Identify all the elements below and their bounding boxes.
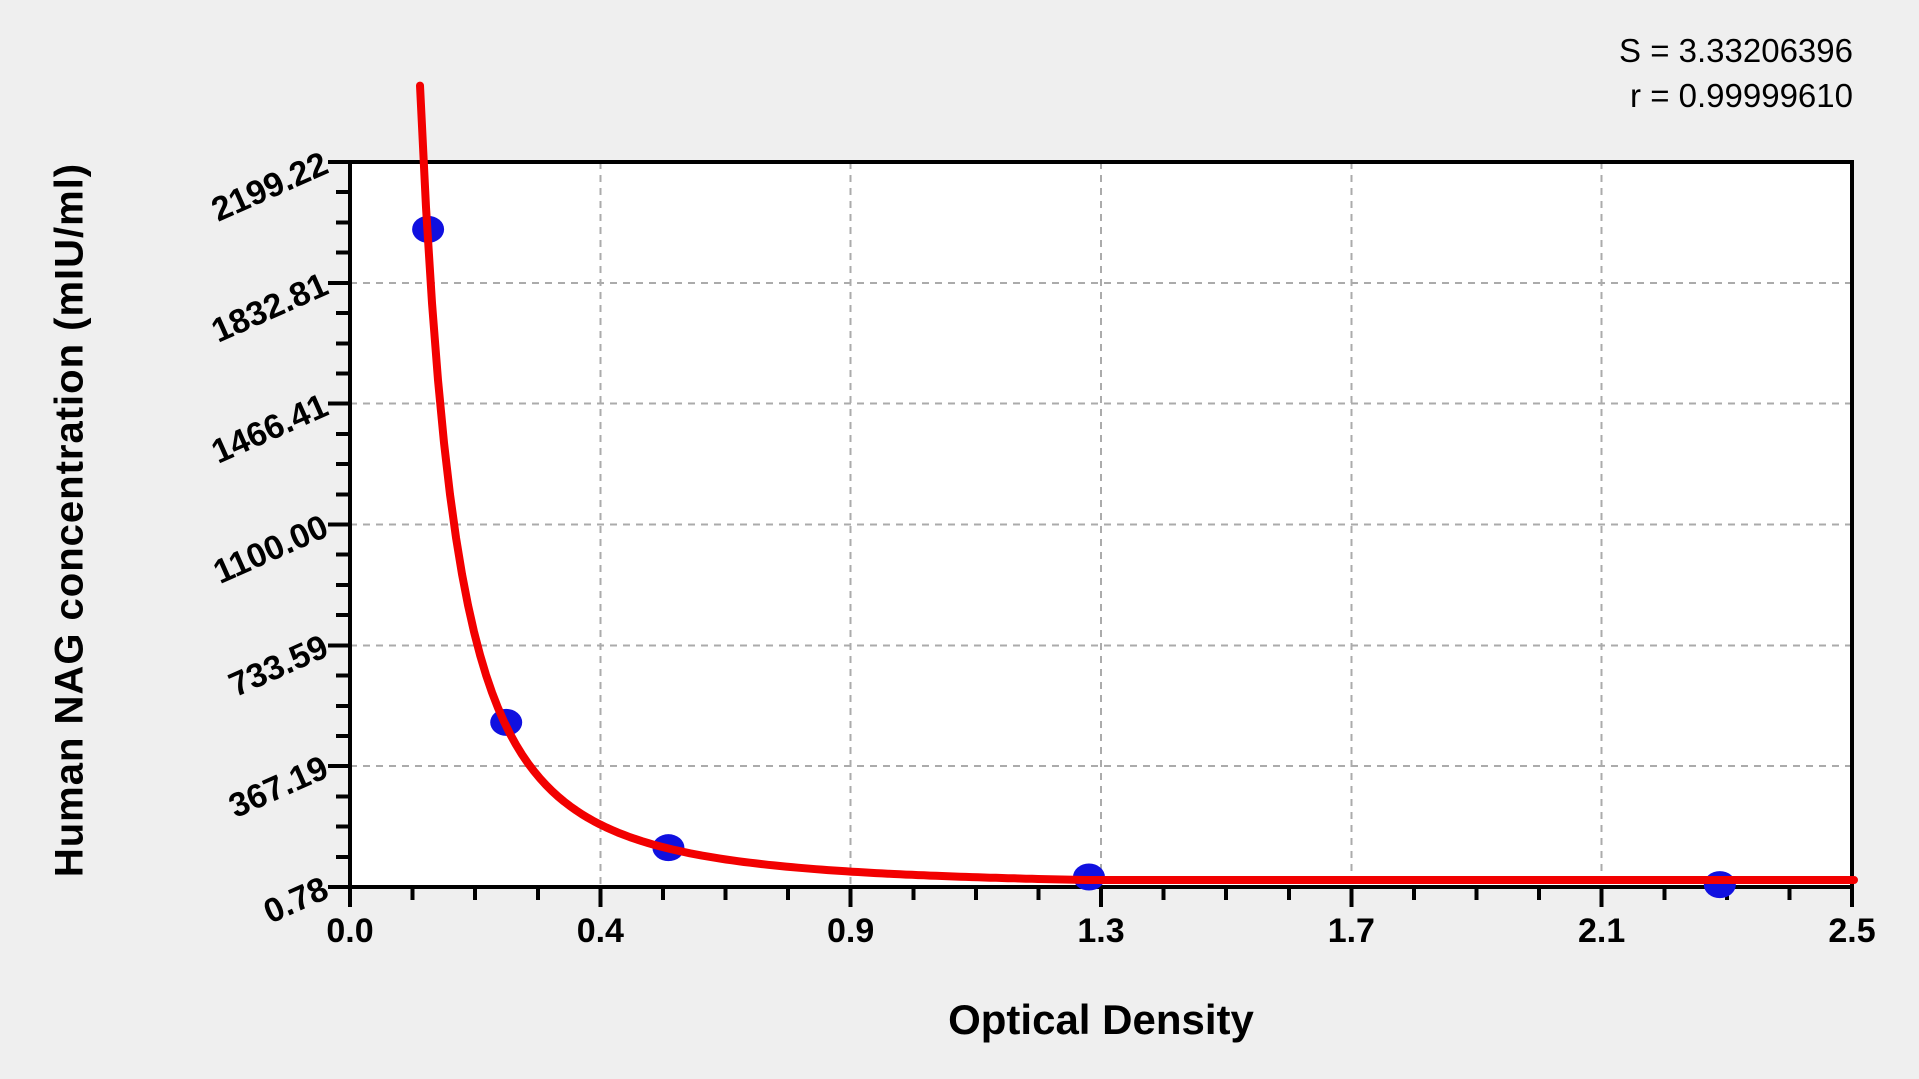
x-tick-label: 0.9 bbox=[827, 912, 875, 950]
fit-curve-line bbox=[416, 81, 1858, 884]
fit-statistics: S = 3.33206396 r = 0.99999610 bbox=[1619, 28, 1853, 118]
x-tick-label: 2.5 bbox=[1828, 912, 1876, 950]
data-point bbox=[1703, 871, 1736, 899]
x-tick-label: 1.3 bbox=[1077, 912, 1125, 950]
fit-statistic-s: S = 3.33206396 bbox=[1619, 32, 1853, 69]
x-tick-label: 1.7 bbox=[1327, 912, 1375, 950]
x-tick-label: 0.4 bbox=[576, 912, 624, 950]
x-tick-label: 2.1 bbox=[1578, 912, 1626, 950]
x-axis-title: Optical Density bbox=[948, 996, 1254, 1043]
fit-statistic-r: r = 0.99999610 bbox=[1630, 77, 1853, 114]
x-tick-label: 0.0 bbox=[326, 912, 374, 950]
